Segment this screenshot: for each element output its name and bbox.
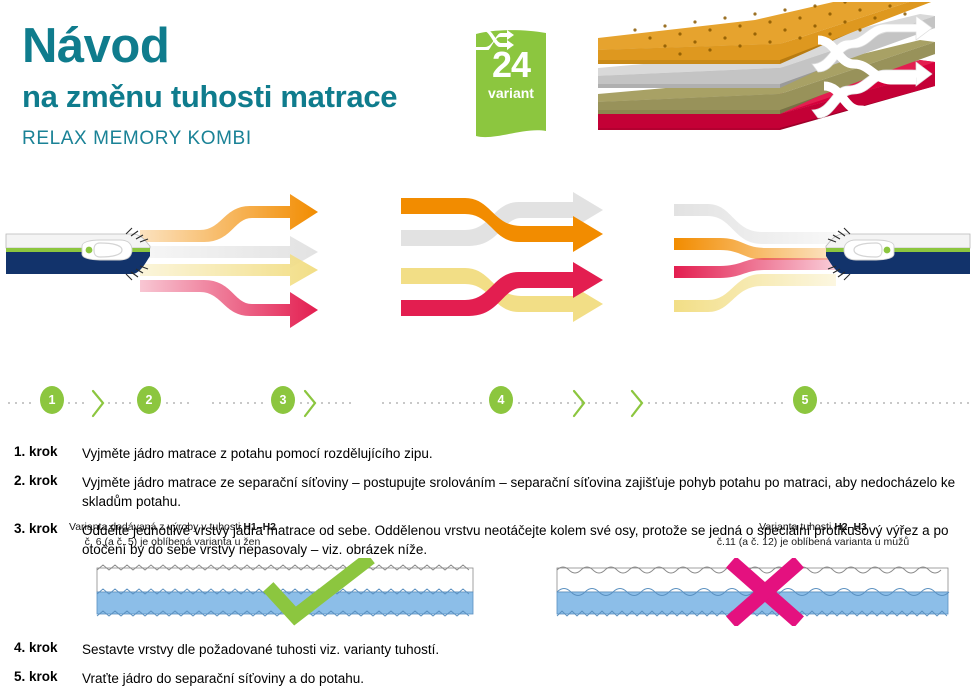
right-variant-caption: Varianta tuhosti H2–H3 č.11 (a č. 12) je…	[650, 520, 976, 550]
step-row: 4. krok Sestavte vrstvy dle požadované t…	[0, 640, 976, 660]
zipper-teeth-icon	[125, 227, 149, 281]
timeline-step-1[interactable]: 1	[40, 386, 64, 414]
title-block: Návod na změnu tuhosti matrace RELAX MEM…	[22, 19, 398, 150]
firmness-variant-diagrams: Varianta dodávaná z výroby v tuhosti H1–…	[0, 190, 976, 548]
product-brand-label: RELAX MEMORY KOMBI	[22, 128, 252, 150]
left-caption-line2: č. 6 (a č. 5) je oblíbená varianta u žen	[84, 536, 261, 549]
step-label: 3. krok	[14, 520, 58, 536]
layer-swap-diagram	[401, 192, 603, 322]
step-text: Vyjměte jádro matrace z potahu pomocí ro…	[82, 446, 433, 461]
timeline-step-3[interactable]: 3	[271, 386, 295, 414]
left-caption-line1-pre: Varianta dodávaná z výroby v tuhosti	[68, 521, 244, 533]
step-text: Sestavte vrstvy dle požadované tuhosti v…	[82, 642, 440, 657]
zipper-slider-icon	[843, 239, 895, 261]
mattress-cover-with-zipper	[5, 227, 151, 281]
step-row: 2. krok Vyjměte jádro matrace ze separač…	[0, 473, 976, 512]
mattress-layers-exploded-image	[598, 2, 935, 131]
timeline-step-2[interactable]: 2	[137, 386, 161, 414]
zipper-teeth-icon	[827, 227, 851, 281]
step-label: 2. krok	[14, 472, 58, 488]
incorrect-layer-orientation-illustration	[556, 558, 950, 626]
swap-arrow-grey	[401, 192, 603, 246]
step-label: 1. krok	[14, 444, 58, 459]
layer-orientation-comparison	[0, 558, 976, 626]
swap-arrow-orange	[401, 198, 603, 252]
instruction-steps-bottom: 4. krok Sestavte vrstvy dle požadované t…	[0, 640, 976, 697]
mattress-layer-orange-perforated	[598, 2, 932, 64]
right-caption-line1-pre: Varianta tuhosti	[759, 521, 835, 533]
step-row: 5. krok Vraťte jádro do separační síťovi…	[0, 669, 976, 689]
step-text: Vyjměte jádro matrace ze separační síťov…	[82, 474, 956, 510]
shuffle-arrows-icon	[475, 29, 514, 50]
step-label: 5. krok	[14, 668, 58, 684]
step-text: Oddělte jednotlivé vrstvy jádra matrace …	[82, 522, 949, 558]
page-title: Návod	[22, 19, 170, 73]
step-row: 3. krok Oddělte jednotlivé vrstvy jádra …	[0, 521, 976, 560]
zipper-unpack-left-diagram	[5, 194, 318, 328]
zipper-repack-right-diagram	[674, 204, 971, 312]
left-variant-caption: Varianta dodávaná z výroby v tuhosti H1–…	[0, 520, 345, 550]
crossing-arrows-icon	[811, 15, 933, 131]
variant-count-badge: 24 variant	[474, 28, 548, 143]
zipper-slider-icon	[81, 239, 133, 261]
arrow-orange	[674, 238, 836, 260]
step-timeline: 1 2 3 4 5	[0, 386, 976, 422]
arrow-grey	[140, 236, 318, 268]
arrow-crimson	[140, 280, 318, 328]
arrow-crimson	[674, 258, 836, 278]
instruction-steps-top: 1. krok Vyjměte jádro matrace z potahu p…	[0, 444, 976, 569]
green-check-icon	[263, 558, 375, 626]
arrow-grey	[674, 204, 836, 244]
arrow-yellow	[140, 254, 318, 286]
timeline-step-5[interactable]: 5	[793, 386, 817, 414]
variant-count-label: variant	[488, 85, 534, 101]
step-row: 1. krok Vyjměte jádro matrace z potahu p…	[0, 444, 976, 464]
mattress-cover-with-zipper	[825, 227, 971, 281]
left-caption-firmness: H1–H2	[243, 521, 276, 533]
header: Návod na změnu tuhosti matrace RELAX MEM…	[0, 0, 976, 182]
arrow-yellow	[674, 274, 836, 312]
timeline-chevron-icon	[91, 389, 644, 418]
swap-arrow-crimson	[401, 262, 603, 316]
step-label: 4. krok	[14, 640, 58, 655]
variant-count-number: 24	[491, 44, 531, 85]
arrow-orange	[140, 194, 318, 242]
step-text: Vraťte jádro do separační síťoviny a do …	[82, 670, 365, 686]
magenta-cross-icon	[726, 558, 804, 626]
right-caption-line2: č.11 (a č. 12) je oblíbená varianta u mu…	[716, 536, 910, 549]
right-caption-firmness: H2–H3	[834, 521, 867, 533]
correct-layer-orientation-illustration	[96, 558, 474, 626]
timeline-step-4[interactable]: 4	[489, 386, 513, 414]
page-subtitle: na změnu tuhosti matrace	[22, 79, 398, 114]
